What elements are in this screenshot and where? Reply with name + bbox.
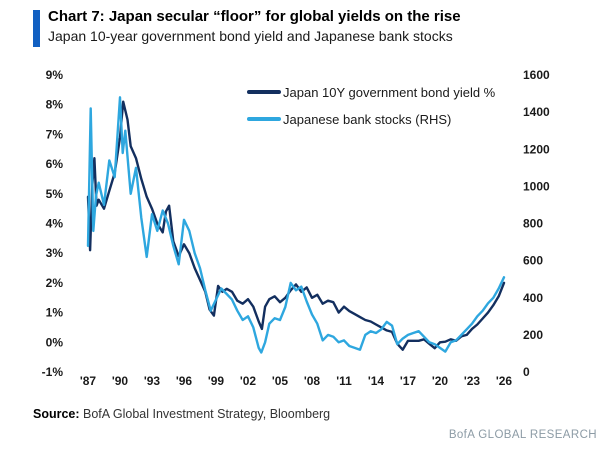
y-left-tick-label: 7% (46, 127, 64, 141)
y-right-tick-label: 400 (523, 291, 543, 305)
chart-subtitle: Japan 10-year government bond yield and … (48, 28, 453, 44)
legend-label-bank-stocks: Japanese bank stocks (RHS) (283, 111, 452, 127)
x-tick-label: '11 (336, 374, 352, 388)
accent-bar (33, 10, 40, 47)
y-left-tick-label: 5% (46, 187, 64, 201)
y-right-tick-label: 800 (523, 217, 543, 231)
source-label: Source: (33, 407, 80, 421)
bond-yield-line-swatch (247, 90, 281, 94)
legend-label-bond-yield: Japan 10Y government bond yield % (283, 84, 496, 100)
y-left-tick-label: 2% (46, 276, 64, 290)
legend-item-bank-stocks: Japanese bank stocks (RHS) (247, 110, 495, 128)
y-right-tick-label: 200 (523, 328, 543, 342)
source-note: Source: BofA Global Investment Strategy,… (33, 407, 330, 421)
chart-legend: Japan 10Y government bond yield % Japane… (247, 83, 495, 137)
series-line-lightblue (86, 96, 506, 354)
x-tick-label: '14 (368, 374, 385, 388)
source-text: BofA Global Investment Strategy, Bloombe… (79, 407, 331, 421)
x-tick-label: '05 (272, 374, 289, 388)
bofa-global-research-brand: BofA GLOBAL RESEARCH (448, 429, 597, 441)
y-left-tick-label: 8% (46, 98, 64, 112)
x-tick-label: '96 (176, 374, 193, 388)
y-left-tick-label: 4% (46, 217, 64, 231)
y-right-tick-label: 1000 (523, 179, 550, 193)
x-tick-label: '87 (80, 374, 97, 388)
chart-title: Chart 7: Japan secular “floor” for globa… (48, 8, 461, 25)
x-tick-label: '93 (144, 374, 161, 388)
x-tick-label: '02 (240, 374, 257, 388)
y-right-tick-label: 1200 (523, 142, 550, 156)
y-left-tick-label: 6% (46, 157, 64, 171)
legend-item-bond-yield: Japan 10Y government bond yield % (247, 83, 495, 101)
y-left-tick-label: -1% (42, 365, 64, 379)
y-right-tick-label: 1400 (523, 105, 550, 119)
x-tick-label: '99 (208, 374, 225, 388)
y-left-tick-label: 0% (46, 335, 64, 349)
x-tick-label: '08 (304, 374, 321, 388)
y-left-tick-label: 9% (46, 68, 64, 82)
y-right-tick-label: 600 (523, 254, 543, 268)
x-tick-label: '20 (432, 374, 449, 388)
bank-stocks-line-swatch (247, 117, 281, 121)
y-right-tick-label: 1600 (523, 68, 550, 82)
y-left-tick-label: 1% (46, 306, 64, 320)
y-right-tick-label: 0 (523, 365, 530, 379)
y-left-tick-label: 3% (46, 246, 64, 260)
x-tick-label: '26 (496, 374, 513, 388)
x-tick-label: '23 (464, 374, 481, 388)
x-tick-label: '17 (400, 374, 417, 388)
x-tick-label: '90 (112, 374, 129, 388)
